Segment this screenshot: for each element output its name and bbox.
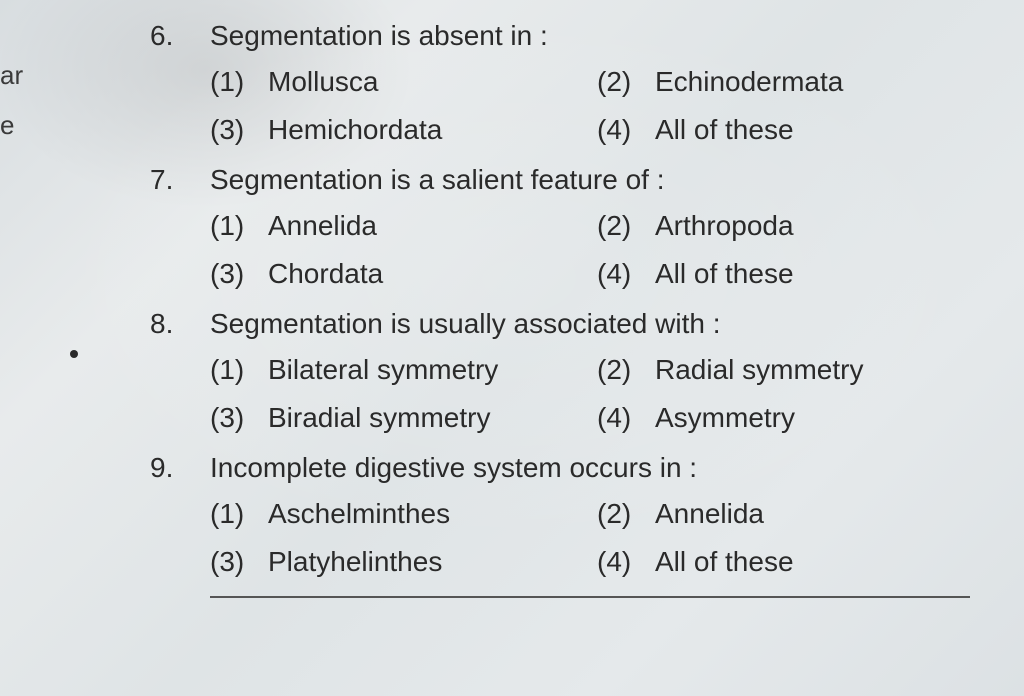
option-number: (1) [210, 66, 252, 98]
question-text: Segmentation is usually associated with … [210, 308, 721, 340]
option-item: (2) Annelida [597, 498, 964, 530]
option-item: (3) Chordata [210, 258, 577, 290]
option-text: Radial symmetry [655, 354, 863, 386]
option-item: (1) Annelida [210, 210, 577, 242]
question-row: 7. Segmentation is a salient feature of … [150, 164, 964, 196]
question-number: 8. [150, 308, 210, 340]
option-number: (3) [210, 402, 252, 434]
option-number: (4) [597, 114, 639, 146]
options-grid: (1) Bilateral symmetry (2) Radial symmet… [210, 354, 964, 434]
option-item: (3) Platyhelinthes [210, 546, 577, 578]
option-number: (4) [597, 258, 639, 290]
option-text: Echinodermata [655, 66, 843, 98]
option-item: (1) Aschelminthes [210, 498, 577, 530]
options-grid: (1) Aschelminthes (2) Annelida (3) Platy… [210, 498, 964, 578]
option-number: (1) [210, 498, 252, 530]
option-text: All of these [655, 258, 794, 290]
option-text: All of these [655, 546, 794, 578]
option-item: (4) All of these [597, 258, 964, 290]
option-number: (4) [597, 546, 639, 578]
option-item: (3) Hemichordata [210, 114, 577, 146]
question-text: Incomplete digestive system occurs in : [210, 452, 697, 484]
option-text: Asymmetry [655, 402, 795, 434]
option-item: (4) Asymmetry [597, 402, 964, 434]
option-text: Aschelminthes [268, 498, 450, 530]
question-block: 7. Segmentation is a salient feature of … [150, 164, 964, 290]
option-text: Hemichordata [268, 114, 442, 146]
options-grid: (1) Annelida (2) Arthropoda (3) Chordata… [210, 210, 964, 290]
option-text: Biradial symmetry [268, 402, 490, 434]
option-item: (2) Echinodermata [597, 66, 964, 98]
option-number: (4) [597, 402, 639, 434]
option-number: (3) [210, 114, 252, 146]
option-text: Chordata [268, 258, 383, 290]
option-item: (1) Bilateral symmetry [210, 354, 577, 386]
option-text: Bilateral symmetry [268, 354, 498, 386]
question-block: 9. Incomplete digestive system occurs in… [150, 452, 964, 578]
option-text: Annelida [655, 498, 764, 530]
option-text: Platyhelinthes [268, 546, 442, 578]
option-number: (3) [210, 258, 252, 290]
question-text: Segmentation is absent in : [210, 20, 548, 52]
option-text: All of these [655, 114, 794, 146]
page-content: 6. Segmentation is absent in : (1) Mollu… [0, 0, 1024, 618]
divider-line [210, 596, 970, 598]
option-number: (2) [597, 498, 639, 530]
option-item: (2) Radial symmetry [597, 354, 964, 386]
option-number: (2) [597, 66, 639, 98]
question-row: 6. Segmentation is absent in : [150, 20, 964, 52]
option-item: (2) Arthropoda [597, 210, 964, 242]
option-item: (4) All of these [597, 546, 964, 578]
question-row: 9. Incomplete digestive system occurs in… [150, 452, 964, 484]
question-number: 9. [150, 452, 210, 484]
question-text: Segmentation is a salient feature of : [210, 164, 665, 196]
option-number: (3) [210, 546, 252, 578]
option-item: (3) Biradial symmetry [210, 402, 577, 434]
option-text: Annelida [268, 210, 377, 242]
option-text: Mollusca [268, 66, 378, 98]
option-number: (1) [210, 210, 252, 242]
option-item: (4) All of these [597, 114, 964, 146]
option-number: (1) [210, 354, 252, 386]
option-number: (2) [597, 354, 639, 386]
option-item: (1) Mollusca [210, 66, 577, 98]
option-text: Arthropoda [655, 210, 794, 242]
question-block: 8. Segmentation is usually associated wi… [150, 308, 964, 434]
options-grid: (1) Mollusca (2) Echinodermata (3) Hemic… [210, 66, 964, 146]
question-block: 6. Segmentation is absent in : (1) Mollu… [150, 20, 964, 146]
option-number: (2) [597, 210, 639, 242]
question-number: 7. [150, 164, 210, 196]
question-number: 6. [150, 20, 210, 52]
question-row: 8. Segmentation is usually associated wi… [150, 308, 964, 340]
